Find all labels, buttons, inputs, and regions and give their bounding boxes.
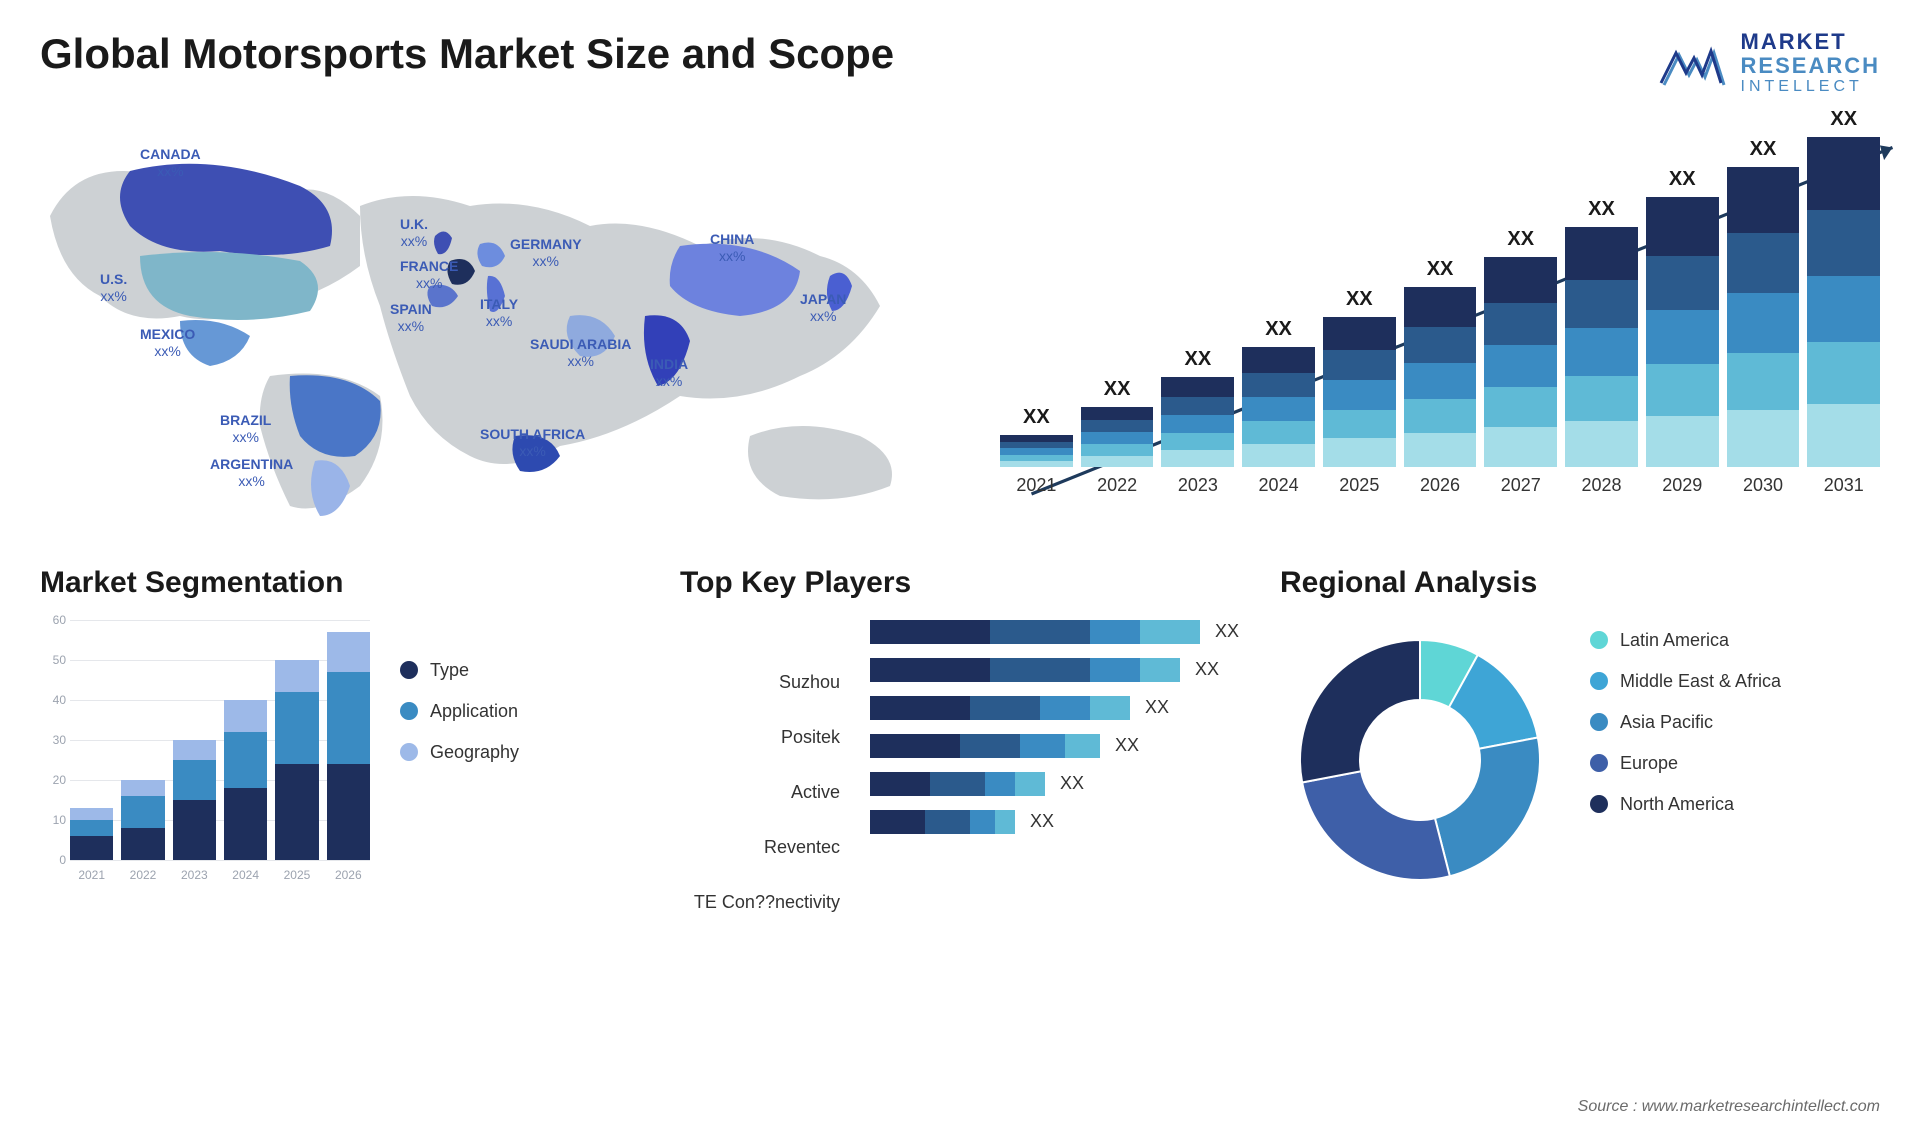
logo-text-2: RESEARCH <box>1741 54 1880 78</box>
seg-legend-application: Application <box>400 701 519 722</box>
map-label-japan: JAPANxx% <box>800 291 846 325</box>
player-bar: XX <box>870 620 1240 644</box>
growth-value: XX <box>1184 348 1211 371</box>
map-label-italy: ITALYxx% <box>480 296 518 330</box>
growth-bar-2022: XX 2022 <box>1081 378 1154 496</box>
growth-value: XX <box>1104 378 1131 401</box>
header: Global Motorsports Market Size and Scope… <box>40 30 1880 96</box>
map-label-south-africa: SOUTH AFRICAxx% <box>480 426 585 460</box>
map-label-india: INDIAxx% <box>650 356 688 390</box>
player-bar: XX <box>870 658 1240 682</box>
map-label-u-s-: U.S.xx% <box>100 271 127 305</box>
map-label-u-k-: U.K.xx% <box>400 216 428 250</box>
players-section: Top Key Players Suzhou Positek Active Reven… <box>680 566 1240 900</box>
seg-bar-2022 <box>121 780 164 860</box>
player-label: TE Con??nectivity <box>680 876 860 913</box>
map-label-germany: GERMANYxx% <box>510 236 582 270</box>
growth-year: 2024 <box>1259 475 1299 496</box>
growth-value: XX <box>1669 168 1696 191</box>
map-label-china: CHINAxx% <box>710 231 754 265</box>
player-label: Reventec <box>680 821 860 858</box>
growth-value: XX <box>1427 258 1454 281</box>
player-bar: XX <box>870 734 1240 758</box>
player-bar: XX <box>870 772 1240 796</box>
map-label-brazil: BRAZILxx% <box>220 412 271 446</box>
logo-text-3: INTELLECT <box>1741 78 1880 96</box>
segmentation-section: Market Segmentation 0102030405060 202120… <box>40 566 640 900</box>
growth-bar-2031: XX 2031 <box>1807 108 1880 496</box>
growth-year: 2023 <box>1178 475 1218 496</box>
growth-year: 2022 <box>1097 475 1137 496</box>
growth-bar-2030: XX 2030 <box>1727 138 1800 496</box>
logo: MARKET RESEARCH INTELLECT <box>1659 30 1880 96</box>
player-label: Active <box>680 766 860 803</box>
growth-chart: XX 2021 XX 2022 XX 2023 XX 2024 XX 2025 … <box>1000 116 1880 536</box>
growth-bar-2028: XX 2028 <box>1565 198 1638 496</box>
map-label-canada: CANADAxx% <box>140 146 201 180</box>
segmentation-legend: Type Application Geography <box>400 620 519 900</box>
growth-bar-2024: XX 2024 <box>1242 318 1315 496</box>
regional-section: Regional Analysis Latin America Middle E… <box>1280 566 1880 900</box>
world-map-section: CANADAxx% U.S.xx% MEXICOxx% BRAZILxx% ARGENT… <box>40 116 960 536</box>
map-label-spain: SPAINxx% <box>390 301 432 335</box>
growth-value: XX <box>1023 406 1050 429</box>
growth-bar-2025: XX 2025 <box>1323 288 1396 496</box>
logo-icon <box>1659 35 1729 90</box>
growth-bar-2023: XX 2023 <box>1161 348 1234 496</box>
map-label-mexico: MEXICOxx% <box>140 326 195 360</box>
seg-bar-2024 <box>224 700 267 860</box>
regional-legend-item: Latin America <box>1590 630 1880 651</box>
growth-bar-2026: XX 2026 <box>1404 258 1477 496</box>
growth-value: XX <box>1265 318 1292 341</box>
regional-title: Regional Analysis <box>1280 566 1880 600</box>
seg-bar-2026 <box>327 632 370 860</box>
logo-text-1: MARKET <box>1741 30 1880 54</box>
player-label: Suzhou <box>680 656 860 693</box>
map-label-argentina: ARGENTINAxx% <box>210 456 293 490</box>
donut-chart <box>1280 620 1560 900</box>
seg-bar-2025 <box>275 660 318 860</box>
player-label: Positek <box>680 711 860 748</box>
segmentation-title: Market Segmentation <box>40 566 640 600</box>
player-bar: XX <box>870 810 1240 834</box>
regional-legend-item: Europe <box>1590 753 1880 774</box>
seg-legend-type: Type <box>400 660 519 681</box>
growth-bar-2021: XX 2021 <box>1000 406 1073 496</box>
growth-value: XX <box>1750 138 1777 161</box>
segmentation-chart: 0102030405060 202120222023202420252026 <box>40 620 370 900</box>
page-title: Global Motorsports Market Size and Scope <box>40 30 894 78</box>
regional-legend-item: Asia Pacific <box>1590 712 1880 733</box>
footer-source: Source : www.marketresearchintellect.com <box>1578 1098 1880 1116</box>
growth-year: 2021 <box>1016 475 1056 496</box>
growth-year: 2031 <box>1824 475 1864 496</box>
growth-year: 2025 <box>1339 475 1379 496</box>
regional-legend: Latin America Middle East & Africa Asia … <box>1590 620 1880 815</box>
growth-year: 2030 <box>1743 475 1783 496</box>
growth-value: XX <box>1830 108 1857 131</box>
growth-bar-2029: XX 2029 <box>1646 168 1719 496</box>
growth-year: 2027 <box>1501 475 1541 496</box>
growth-year: 2026 <box>1420 475 1460 496</box>
seg-legend-geography: Geography <box>400 742 519 763</box>
growth-value: XX <box>1507 228 1534 251</box>
map-label-france: FRANCExx% <box>400 258 458 292</box>
players-chart: SuzhouPositekActiveReventecTE Con??necti… <box>680 620 1240 900</box>
growth-value: XX <box>1346 288 1373 311</box>
growth-bar-2027: XX 2027 <box>1484 228 1557 496</box>
seg-bar-2023 <box>173 740 216 860</box>
map-label-saudi-arabia: SAUDI ARABIAxx% <box>530 336 631 370</box>
regional-legend-item: Middle East & Africa <box>1590 671 1880 692</box>
growth-year: 2028 <box>1581 475 1621 496</box>
players-title: Top Key Players <box>680 566 1240 600</box>
growth-value: XX <box>1588 198 1615 221</box>
regional-legend-item: North America <box>1590 794 1880 815</box>
seg-bar-2021 <box>70 808 113 860</box>
player-bar: XX <box>870 696 1240 720</box>
growth-year: 2029 <box>1662 475 1702 496</box>
